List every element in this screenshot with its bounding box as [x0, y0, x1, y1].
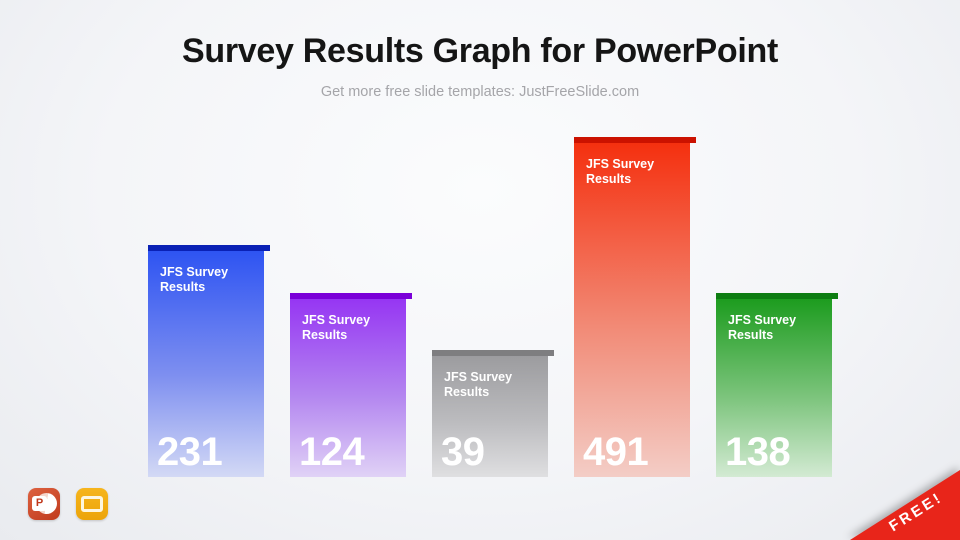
bar-series-label: JFS Survey Results	[586, 157, 655, 186]
bar-value: 231	[157, 430, 223, 474]
bar-series-label: JFS Survey Results	[728, 313, 797, 342]
bar-body	[432, 356, 548, 477]
bar-top-edge	[574, 137, 696, 143]
bar-value: 491	[583, 430, 649, 474]
bar-value: 138	[725, 430, 791, 474]
bar-top-edge	[716, 293, 838, 299]
google-slides-frame-shape	[81, 496, 103, 512]
bar-series-label: JFS Survey Results	[160, 265, 229, 294]
bar-top-edge	[148, 245, 270, 251]
bar-body	[574, 143, 690, 477]
bar-body	[148, 251, 264, 477]
bar-value: 124	[299, 430, 365, 474]
bar-body	[716, 299, 832, 477]
free-ribbon-label: FREE!	[886, 488, 946, 536]
subtitle: Get more free slide templates: JustFreeS…	[320, 84, 640, 100]
bar-top-edge	[290, 293, 412, 299]
bar-green: JFS Survey Results 138	[716, 293, 838, 477]
bar-gray: JFS Survey Results 39	[432, 350, 554, 477]
page-title: Survey Results Graph for PowerPoint	[182, 32, 778, 70]
bar-body	[290, 299, 406, 477]
bar-blue: JFS Survey Results 231	[148, 245, 270, 477]
bar-series-label: JFS Survey Results	[444, 370, 513, 399]
google-slides-icon	[76, 488, 108, 520]
powerpoint-letter-tile: P	[32, 496, 47, 511]
powerpoint-icon: P	[28, 488, 60, 520]
bar-top-edge	[432, 350, 554, 356]
bar-red: JFS Survey Results 491	[574, 137, 696, 477]
bar-value: 39	[441, 430, 485, 474]
bar-purple: JFS Survey Results 124	[290, 293, 412, 477]
free-ribbon-triangle: FREE!	[850, 470, 960, 540]
bar-series-label: JFS Survey Results	[302, 313, 371, 342]
free-ribbon: FREE!	[850, 470, 960, 540]
